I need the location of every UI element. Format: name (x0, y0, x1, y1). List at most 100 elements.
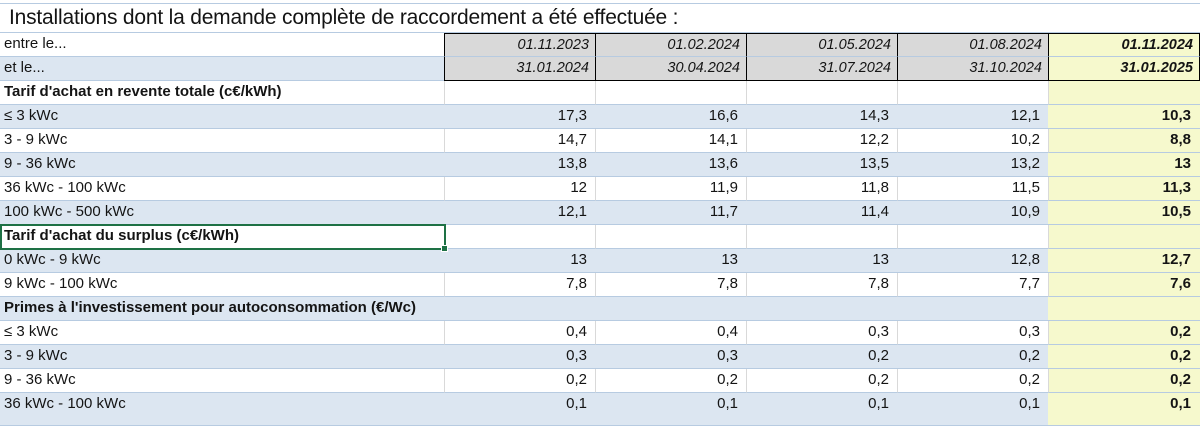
empty-cell[interactable] (897, 81, 1048, 105)
table-row: 0 kWc - 9 kWc 13 13 13 12,8 12,7 (0, 249, 1200, 273)
value-cell[interactable]: 13 (444, 249, 595, 273)
empty-highlight-cell[interactable] (1048, 225, 1200, 249)
empty-cell[interactable] (444, 81, 595, 105)
row-label-cell[interactable]: 36 kWc - 100 kWc (0, 393, 444, 426)
value-cell[interactable]: 0,3 (897, 321, 1048, 345)
value-cell[interactable]: 14,3 (746, 105, 897, 129)
empty-cell[interactable] (444, 225, 595, 249)
start-date-cell-2[interactable]: 01.02.2024 (595, 33, 746, 57)
value-cell[interactable]: 16,6 (595, 105, 746, 129)
value-cell[interactable]: 11,4 (746, 201, 897, 225)
row-label-cell[interactable]: ≤ 3 kWc (0, 321, 444, 345)
highlight-value-cell[interactable]: 13 (1048, 153, 1200, 177)
table-row: ≤ 3 kWc 17,3 16,6 14,3 12,1 10,3 (0, 105, 1200, 129)
value-cell[interactable]: 13,2 (897, 153, 1048, 177)
highlight-value-cell[interactable]: 7,6 (1048, 273, 1200, 297)
value-cell[interactable]: 7,8 (595, 273, 746, 297)
empty-cell[interactable] (444, 297, 595, 321)
value-cell[interactable]: 0,1 (444, 393, 595, 426)
value-cell[interactable]: 0,2 (595, 369, 746, 393)
end-date-row-label[interactable]: et le... (0, 57, 444, 81)
value-cell[interactable]: 0,2 (746, 345, 897, 369)
end-date-cell-1[interactable]: 31.01.2024 (444, 57, 595, 81)
highlight-value-cell[interactable]: 0,2 (1048, 321, 1200, 345)
highlight-value-cell[interactable]: 0,1 (1048, 393, 1200, 426)
row-label-cell[interactable]: 100 kWc - 500 kWc (0, 201, 444, 225)
start-date-cell-1[interactable]: 01.11.2023 (444, 33, 595, 57)
page-title[interactable]: Installations dont la demande complète d… (9, 6, 679, 29)
highlight-value-cell[interactable]: 0,2 (1048, 369, 1200, 393)
row-label-cell[interactable]: ≤ 3 kWc (0, 105, 444, 129)
highlight-value-cell[interactable]: 8,8 (1048, 129, 1200, 153)
start-date-row-label[interactable]: entre le... (0, 33, 444, 57)
value-cell[interactable]: 0,2 (897, 345, 1048, 369)
value-cell[interactable]: 0,1 (897, 393, 1048, 426)
value-cell[interactable]: 7,8 (746, 273, 897, 297)
empty-cell[interactable] (746, 225, 897, 249)
section-header-cell[interactable]: Tarif d'achat en revente totale (c€/kWh) (0, 81, 444, 105)
value-cell[interactable]: 14,7 (444, 129, 595, 153)
highlight-value-cell[interactable]: 12,7 (1048, 249, 1200, 273)
value-cell[interactable]: 7,7 (897, 273, 1048, 297)
value-cell[interactable]: 13 (595, 249, 746, 273)
highlight-value-cell[interactable]: 10,3 (1048, 105, 1200, 129)
empty-cell[interactable] (897, 225, 1048, 249)
value-cell[interactable]: 0,3 (746, 321, 897, 345)
value-cell[interactable]: 13,5 (746, 153, 897, 177)
start-date-cell-4[interactable]: 01.08.2024 (897, 33, 1048, 57)
empty-cell[interactable] (897, 297, 1048, 321)
value-cell[interactable]: 17,3 (444, 105, 595, 129)
empty-cell[interactable] (746, 81, 897, 105)
value-cell[interactable]: 11,8 (746, 177, 897, 201)
highlight-value-cell[interactable]: 11,3 (1048, 177, 1200, 201)
empty-cell[interactable] (595, 297, 746, 321)
highlight-value-cell[interactable]: 0,2 (1048, 345, 1200, 369)
start-date-cell-5-highlighted[interactable]: 01.11.2024 (1048, 33, 1200, 57)
value-cell[interactable]: 12 (444, 177, 595, 201)
end-date-cell-3[interactable]: 31.07.2024 (746, 57, 897, 81)
empty-cell[interactable] (595, 81, 746, 105)
row-label-cell[interactable]: 3 - 9 kWc (0, 345, 444, 369)
value-cell[interactable]: 10,9 (897, 201, 1048, 225)
section-header-cell[interactable]: Tarif d'achat du surplus (c€/kWh) (0, 224, 448, 252)
value-cell[interactable]: 0,2 (897, 369, 1048, 393)
value-cell[interactable]: 11,9 (595, 177, 746, 201)
row-label-cell[interactable]: 9 - 36 kWc (0, 153, 444, 177)
value-cell[interactable]: 12,1 (897, 105, 1048, 129)
empty-cell[interactable] (595, 225, 746, 249)
end-date-cell-2[interactable]: 30.04.2024 (595, 57, 746, 81)
end-date-cell-5-highlighted[interactable]: 31.01.2025 (1048, 57, 1200, 81)
value-cell[interactable]: 12,1 (444, 201, 595, 225)
value-cell[interactable]: 11,7 (595, 201, 746, 225)
end-date-cell-4[interactable]: 31.10.2024 (897, 57, 1048, 81)
empty-highlight-cell[interactable] (1048, 297, 1200, 321)
value-cell[interactable]: 0,3 (595, 345, 746, 369)
row-label-cell[interactable]: 9 kWc - 100 kWc (0, 273, 444, 297)
section-header-cell[interactable]: Primes à l'investissement pour autoconso… (0, 297, 444, 321)
value-cell[interactable]: 13,6 (595, 153, 746, 177)
value-cell[interactable]: 12,2 (746, 129, 897, 153)
value-cell[interactable]: 11,5 (897, 177, 1048, 201)
row-label-cell[interactable]: 3 - 9 kWc (0, 129, 444, 153)
value-cell[interactable]: 12,8 (897, 249, 1048, 273)
table-row: 36 kWc - 100 kWc 0,1 0,1 0,1 0,1 0,1 (0, 393, 1200, 426)
value-cell[interactable]: 7,8 (444, 273, 595, 297)
value-cell[interactable]: 13 (746, 249, 897, 273)
value-cell[interactable]: 0,2 (746, 369, 897, 393)
value-cell[interactable]: 10,2 (897, 129, 1048, 153)
value-cell[interactable]: 0,4 (595, 321, 746, 345)
row-label-cell[interactable]: 9 - 36 kWc (0, 369, 444, 393)
value-cell[interactable]: 0,4 (444, 321, 595, 345)
empty-highlight-cell[interactable] (1048, 81, 1200, 105)
start-date-cell-3[interactable]: 01.05.2024 (746, 33, 897, 57)
value-cell[interactable]: 0,3 (444, 345, 595, 369)
value-cell[interactable]: 0,2 (444, 369, 595, 393)
value-cell[interactable]: 14,1 (595, 129, 746, 153)
row-label-cell[interactable]: 36 kWc - 100 kWc (0, 177, 444, 201)
value-cell[interactable]: 0,1 (595, 393, 746, 426)
value-cell[interactable]: 0,1 (746, 393, 897, 426)
highlight-value-cell[interactable]: 10,5 (1048, 201, 1200, 225)
value-cell[interactable]: 13,8 (444, 153, 595, 177)
empty-cell[interactable] (746, 297, 897, 321)
row-label-cell[interactable]: 0 kWc - 9 kWc (0, 249, 444, 273)
